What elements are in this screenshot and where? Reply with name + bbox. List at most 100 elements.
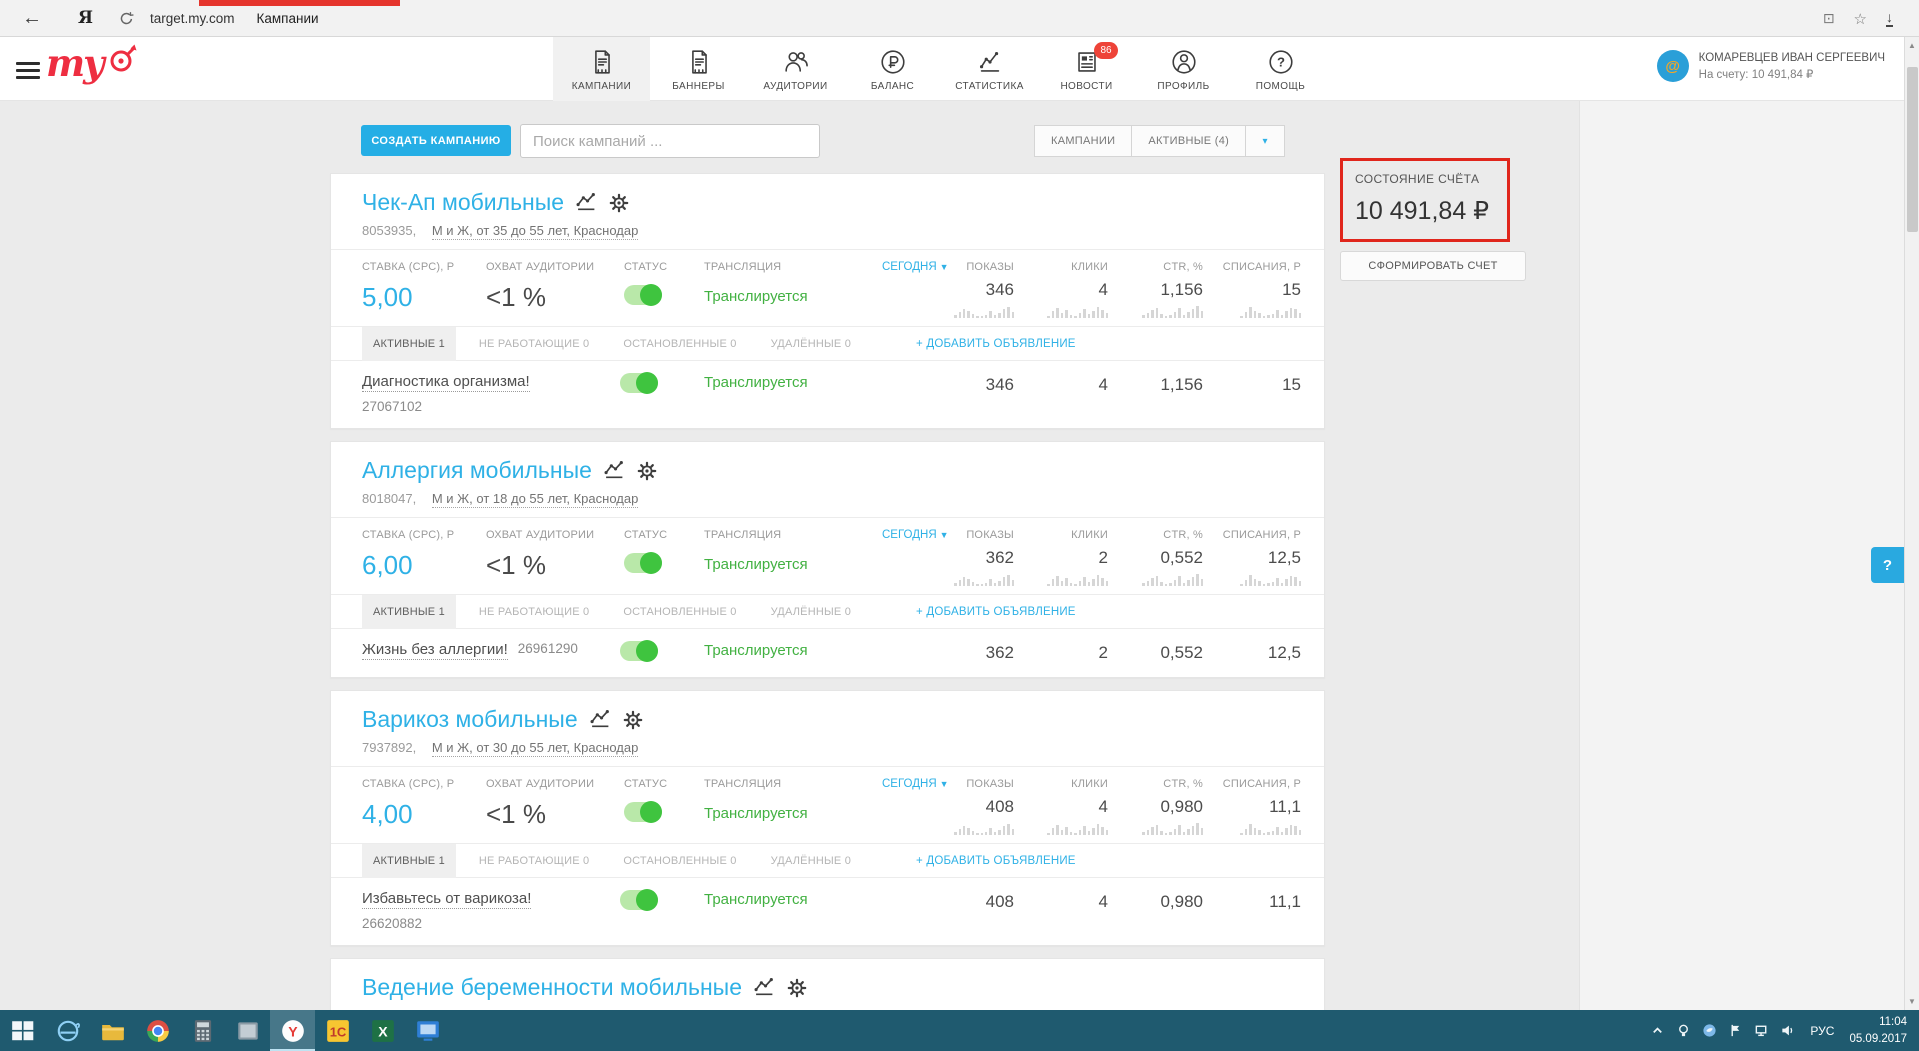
taskbar-time: 11:04 <box>1879 1016 1907 1029</box>
clicks-sparkline <box>1014 821 1108 835</box>
scrollbar-up-arrow[interactable]: ▲ <box>1908 41 1916 50</box>
ads-filter-tab[interactable]: ОСТАНОВЛЕННЫЕ 0 <box>623 605 737 618</box>
filter-dropdown-caret[interactable]: ▾ <box>1245 125 1286 157</box>
ad-spent-value: 15 <box>1282 375 1301 394</box>
filter-campaigns[interactable]: КАМПАНИИ <box>1034 125 1133 157</box>
campaign-settings-gear-icon[interactable] <box>609 193 629 213</box>
ad-title-link[interactable]: Избавьтесь от варикоза! <box>362 890 532 909</box>
ads-filter-tab[interactable]: АКТИВНЫЕ 1 <box>362 326 456 361</box>
campaign-title-link[interactable]: Чек-Ап мобильные <box>362 189 565 215</box>
campaign-status-toggle[interactable] <box>624 552 662 574</box>
ad-title-link[interactable]: Диагностика организма! <box>362 373 530 392</box>
tray-speaker-icon[interactable] <box>1780 1023 1795 1038</box>
ads-filter-tab[interactable]: ОСТАНОВЛЕННЫЕ 0 <box>623 337 737 350</box>
ads-filter-tab[interactable]: УДАЛЁННЫЕ 0 <box>770 854 852 867</box>
campaign-title-link[interactable]: Ведение беременности мобильные <box>362 974 742 1000</box>
ad-ctr-value: 0,980 <box>1160 892 1203 911</box>
taskbar-app-yandex[interactable] <box>270 1010 315 1051</box>
campaign-card: Ведение беременности мобильные 7932999, … <box>330 958 1325 1010</box>
ads-filter-tab[interactable]: УДАЛЁННЫЕ 0 <box>770 605 852 618</box>
search-input[interactable] <box>520 124 820 158</box>
ads-filter-tab[interactable]: НЕ РАБОТАЮЩИЕ 0 <box>478 854 590 867</box>
tray-bulb-icon[interactable] <box>1676 1023 1691 1038</box>
nav-item-audience[interactable]: АУДИТОРИИ <box>747 37 844 101</box>
ads-filter-tab[interactable]: ОСТАНОВЛЕННЫЕ 0 <box>623 854 737 867</box>
ad-title-link[interactable]: Жизнь без аллергии! <box>362 641 508 660</box>
campaign-settings-gear-icon[interactable] <box>623 710 643 730</box>
campaign-stats-icon[interactable] <box>604 460 625 481</box>
campaign-status-toggle[interactable] <box>624 284 662 306</box>
taskbar-app-calc[interactable] <box>180 1010 225 1051</box>
add-ad-link[interactable]: + ДОБАВИТЬ ОБЪЯВЛЕНИЕ <box>916 337 1076 350</box>
period-selector[interactable]: СЕГОДНЯ ▼ <box>882 778 949 790</box>
create-campaign-button[interactable]: СОЗДАТЬ КАМПАНИЮ <box>361 125 511 156</box>
generate-invoice-button[interactable]: СФОРМИРОВАТЬ СЧЕТ <box>1340 251 1526 281</box>
campaign-settings-gear-icon[interactable] <box>787 978 807 998</box>
campaign-targeting-link[interactable]: М и Ж, от 18 до 55 лет, Краснодар <box>431 491 639 508</box>
campaign-title-link[interactable]: Варикоз мобильные <box>362 706 578 732</box>
browser-extensions-icon[interactable]: ⊡ <box>1822 10 1835 26</box>
user-account-box[interactable]: @ КОМАРЕВЦЕВ ИВАН СЕРГЕЕВИЧ На счету: 10… <box>1656 50 1885 82</box>
campaign-stats-icon[interactable] <box>590 709 611 730</box>
campaign-stats-row: СТАВКА (СРС), Р 5,00 ОХВАТ АУДИТОРИИ <1 … <box>331 249 1324 326</box>
taskbar-app-folder[interactable] <box>90 1010 135 1051</box>
nav-item-profile[interactable]: ПРОФИЛЬ <box>1135 37 1232 101</box>
scrollbar-down-arrow[interactable]: ▼ <box>1908 997 1916 1006</box>
campaign-targeting-link[interactable]: М и Ж, от 30 до 55 лет, Краснодар <box>431 740 639 757</box>
taskbar-clock[interactable]: 11:04 05.09.2017 <box>1849 1014 1907 1046</box>
shows-sparkline <box>954 821 1014 835</box>
keyboard-language[interactable]: РУС <box>1810 1023 1835 1038</box>
tray-flag-icon[interactable] <box>1728 1023 1743 1038</box>
taskbar-app-chrome[interactable] <box>135 1010 180 1051</box>
taskbar-app-excel[interactable] <box>360 1010 405 1051</box>
nav-item-news[interactable]: НОВОСТИ 86 <box>1038 37 1135 101</box>
tray-net-icon[interactable] <box>1754 1023 1769 1038</box>
campaign-stats-icon[interactable] <box>576 192 597 213</box>
nav-item-balance[interactable]: БАЛАНС <box>844 37 941 101</box>
filter-status[interactable]: АКТИВНЫЕ (4) <box>1131 125 1247 157</box>
campaign-card-header: Чек-Ап мобильные 8053935, М и Ж, от 35 д… <box>331 174 1324 249</box>
ad-status-toggle[interactable] <box>620 640 658 662</box>
ads-filter-tab[interactable]: АКТИВНЫЕ 1 <box>362 594 456 629</box>
nav-item-help[interactable]: ПОМОЩЬ <box>1232 37 1329 101</box>
menu-hamburger-icon[interactable] <box>16 58 42 83</box>
ad-status-toggle[interactable] <box>620 889 658 911</box>
campaign-targeting-link[interactable]: Ж, от 25 до 40 лет, Краснодар <box>431 1008 613 1010</box>
tray-bird-icon[interactable] <box>1702 1023 1717 1038</box>
browser-back-button[interactable]: ← <box>22 7 42 29</box>
campaign-status-toggle[interactable] <box>624 801 662 823</box>
add-ad-link[interactable]: + ДОБАВИТЬ ОБЪЯВЛЕНИЕ <box>916 605 1076 618</box>
taskbar-app-onec[interactable] <box>315 1010 360 1051</box>
tray-chevron-icon[interactable] <box>1650 1023 1665 1038</box>
spent-sparkline <box>1203 304 1301 318</box>
period-selector[interactable]: СЕГОДНЯ ▼ <box>882 261 949 273</box>
nav-item-campaigns[interactable]: КАМПАНИИ <box>553 37 650 101</box>
campaign-settings-gear-icon[interactable] <box>637 461 657 481</box>
address-bar-url[interactable]: target.my.com <box>150 10 235 26</box>
nav-item-banners[interactable]: БАННЕРЫ <box>650 37 747 101</box>
taskbar-app-ie[interactable] <box>45 1010 90 1051</box>
taskbar-app-start[interactable] <box>0 1010 45 1051</box>
mytarget-logo[interactable]: my <box>46 41 139 85</box>
page-scrollbar[interactable]: ▲ ▼ <box>1904 37 1919 1010</box>
nav-icon <box>878 47 908 77</box>
help-floating-button[interactable]: ? <box>1871 547 1904 583</box>
ads-filter-tab[interactable]: НЕ РАБОТАЮЩИЕ 0 <box>478 605 590 618</box>
ads-filter-tab[interactable]: УДАЛЁННЫЕ 0 <box>770 337 852 350</box>
campaign-targeting-link[interactable]: М и Ж, от 35 до 55 лет, Краснодар <box>431 223 639 240</box>
taskbar-app-tablet[interactable] <box>225 1010 270 1051</box>
ads-filter-tab[interactable]: НЕ РАБОТАЮЩИЕ 0 <box>478 337 590 350</box>
campaign-stats-icon[interactable] <box>754 977 775 998</box>
ads-filter-tab[interactable]: АКТИВНЫЕ 1 <box>362 843 456 878</box>
refresh-icon[interactable] <box>119 11 134 26</box>
scrollbar-thumb[interactable] <box>1907 67 1918 232</box>
bookmark-star-icon[interactable]: ☆ <box>1853 10 1867 28</box>
campaign-title-link[interactable]: Аллергия мобильные <box>362 457 592 483</box>
ad-status-toggle[interactable] <box>620 372 658 394</box>
yandex-browser-logo[interactable]: Я <box>78 8 93 28</box>
taskbar-app-screen[interactable] <box>405 1010 450 1051</box>
downloads-icon[interactable]: ↓ <box>1886 9 1893 27</box>
add-ad-link[interactable]: + ДОБАВИТЬ ОБЪЯВЛЕНИЕ <box>916 854 1076 867</box>
nav-item-stats[interactable]: СТАТИСТИКА <box>941 37 1038 101</box>
period-selector[interactable]: СЕГОДНЯ ▼ <box>882 529 949 541</box>
